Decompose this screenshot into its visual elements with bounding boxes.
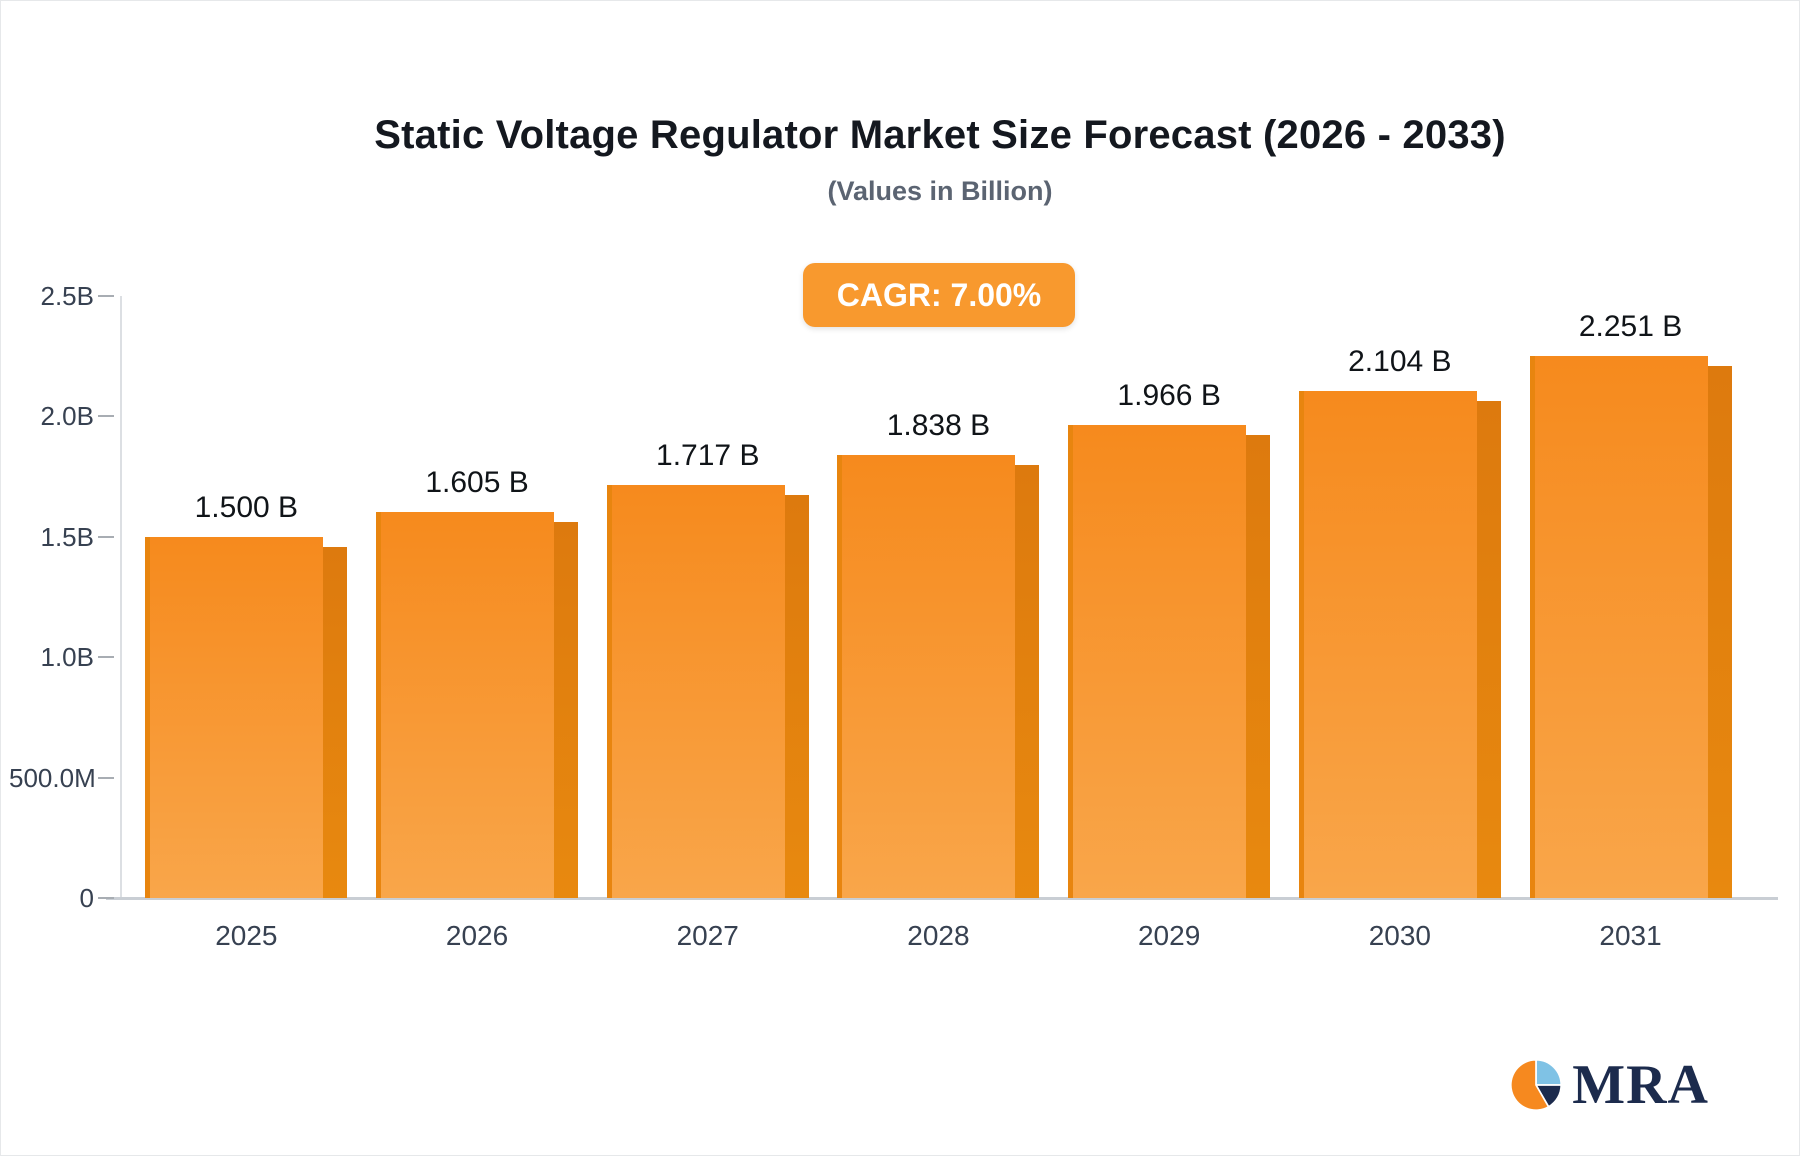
x-tick-label-2025: 2025	[215, 920, 278, 951]
mra-logo-pie-icon	[1510, 1058, 1563, 1112]
bar-side-2027	[784, 494, 809, 898]
bar-2025[interactable]: 1.500 B	[145, 491, 348, 898]
bar-face-2027	[606, 484, 785, 898]
bar-value-label-2029: 1.966 B	[1117, 378, 1221, 412]
x-tick-label-2029: 2029	[1137, 920, 1201, 951]
bar-side-2026	[554, 521, 579, 898]
bar-value-label-2026: 1.605 B	[425, 465, 529, 499]
x-tick-label-2027: 2027	[676, 920, 739, 951]
bar-value-label-2025: 1.500 B	[194, 490, 299, 524]
y-tick-mark	[98, 776, 114, 779]
bar-value-label-2028: 1.838 B	[886, 409, 991, 443]
bar-value-label-2030: 2.104 B	[1348, 345, 1452, 379]
bar-side-2029	[1246, 434, 1271, 898]
y-tick-label-500.0M: 500.0M	[9, 762, 96, 793]
bar-2031[interactable]: 2.251 B	[1529, 310, 1732, 898]
chart-title: Static Voltage Regulator Market Size For…	[374, 113, 1506, 157]
y-tick-label-0: 0	[79, 883, 94, 913]
y-tick-mark	[98, 897, 114, 899]
x-axis-line	[106, 897, 1778, 900]
mra-logo: MRA	[1508, 1053, 1709, 1117]
bar-2030[interactable]: 2.104 B	[1298, 345, 1501, 898]
bar-side-2025	[323, 546, 348, 898]
bar-2029[interactable]: 1.966 B	[1068, 379, 1271, 898]
bar-2027[interactable]: 1.717 B	[606, 439, 809, 898]
bar-2026[interactable]: 1.605 B	[376, 466, 579, 898]
mra-logo-text: MRA	[1572, 1054, 1709, 1116]
chart-subtitle: (Values in Billion)	[827, 176, 1053, 206]
bar-face-2026	[376, 511, 555, 898]
bar-face-2025	[145, 536, 324, 898]
y-tick-mark	[98, 295, 114, 297]
y-axis-line	[120, 296, 122, 899]
x-tick-label-2026: 2026	[445, 920, 509, 951]
y-tick-label-2.5B: 2.5B	[40, 281, 95, 311]
x-tick-label-2030: 2030	[1368, 920, 1431, 951]
bar-side-2031	[1707, 365, 1732, 898]
bar-2028[interactable]: 1.838 B	[837, 409, 1040, 898]
bar-face-2029	[1068, 424, 1247, 898]
y-tick-mark	[98, 535, 114, 538]
y-tick-mark	[98, 656, 114, 659]
bar-value-label-2027: 1.717 B	[656, 438, 760, 472]
cagr-badge-label: CAGR: 7.00%	[836, 276, 1042, 313]
bar-face-2030	[1298, 391, 1477, 898]
x-tick-label-2028: 2028	[907, 920, 970, 951]
cagr-badge: CAGR: 7.00%	[803, 263, 1075, 327]
bar-face-2031	[1529, 355, 1708, 898]
y-tick-label-1.5B: 1.5B	[40, 521, 95, 552]
y-tick-label-1.0B: 1.0B	[40, 642, 95, 673]
x-tick-label-2031: 2031	[1599, 920, 1662, 951]
y-tick-mark	[98, 415, 114, 418]
bar-face-2028	[837, 455, 1016, 898]
bar-side-2030	[1476, 401, 1501, 898]
y-tick-label-2.0B: 2.0B	[40, 401, 95, 432]
bar-value-label-2031: 2.251 B	[1578, 309, 1683, 343]
bar-side-2028	[1015, 465, 1040, 898]
